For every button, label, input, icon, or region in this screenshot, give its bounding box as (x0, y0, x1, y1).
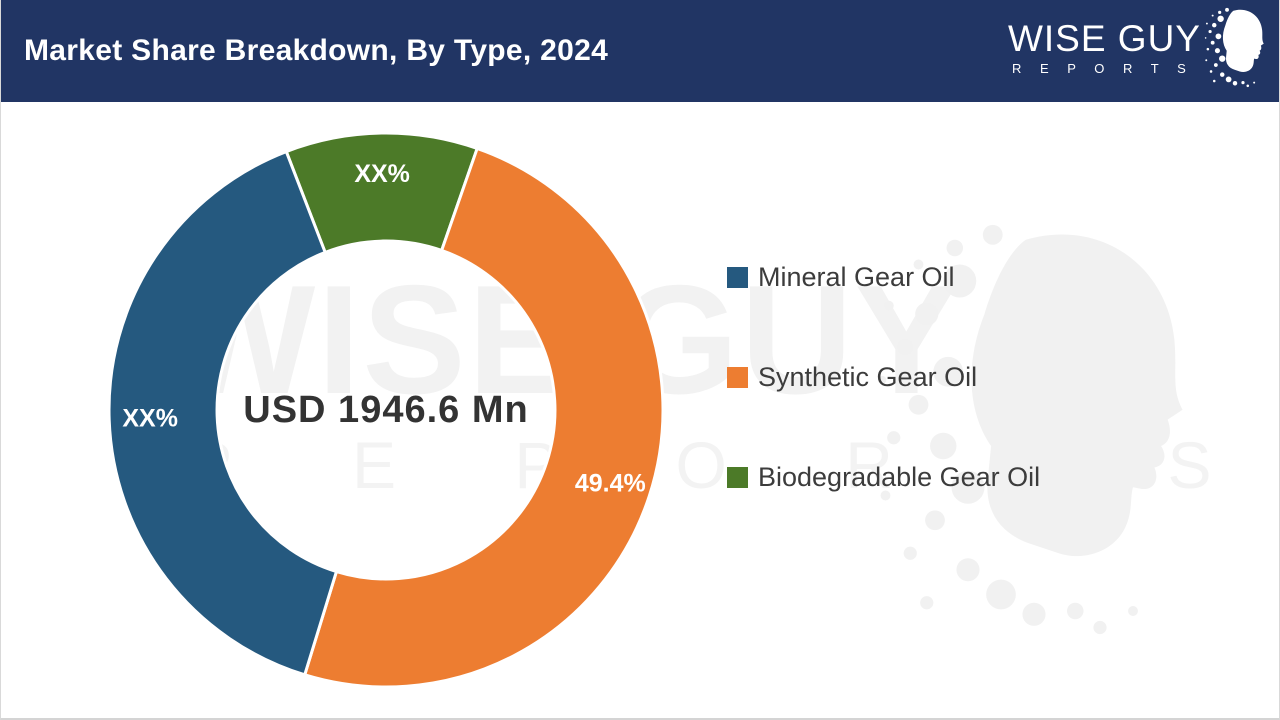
wiseguy-logo: WISE GUY R E P O R T S (1008, 6, 1267, 89)
legend-label-biodegradable-gear-oil: Biodegradable Gear Oil (758, 462, 1041, 492)
logo-face-icon (1203, 6, 1267, 89)
legend-item-mineral-gear-oil: Mineral Gear Oil (727, 262, 1040, 293)
donut-chart: XX% 49.4% XX% USD 1946.6 Mn (107, 131, 665, 689)
legend-swatch-mineral-gear-oil (727, 267, 748, 288)
legend: Mineral Gear Oil Synthetic Gear Oil Biod… (727, 262, 1040, 562)
legend-label-mineral-gear-oil: Mineral Gear Oil (758, 262, 955, 292)
slice-label-synthetic-gear-oil: 49.4% (575, 469, 646, 497)
legend-swatch-synthetic-gear-oil (727, 367, 748, 388)
donut-slice-mineral-gear-oil (107, 150, 338, 677)
logo-subtitle: R E P O R T S (1011, 60, 1194, 76)
legend-swatch-biodegradable-gear-oil (727, 467, 748, 488)
donut-slice-synthetic-gear-oil (303, 146, 665, 689)
logo-text: WISE GUY R E P O R T S (1007, 18, 1201, 76)
chart-canvas: WISE GUY R E P O R T S XX% 49.4% XX% USD 19… (1, 102, 1279, 718)
legend-item-synthetic-gear-oil: Synthetic Gear Oil (727, 362, 1040, 393)
header-bar: Market Share Breakdown, By Type, 2024 WI… (1, 0, 1279, 102)
donut-center-value: USD 1946.6 Mn (243, 389, 528, 431)
logo-wordmark: WISE GUY (1007, 18, 1201, 60)
page-title: Market Share Breakdown, By Type, 2024 (24, 34, 609, 67)
slice-label-biodegradable-gear-oil: XX% (354, 160, 410, 188)
legend-item-biodegradable-gear-oil: Biodegradable Gear Oil (727, 462, 1040, 493)
slice-label-mineral-gear-oil: XX% (122, 404, 178, 432)
legend-label-synthetic-gear-oil: Synthetic Gear Oil (758, 362, 978, 392)
